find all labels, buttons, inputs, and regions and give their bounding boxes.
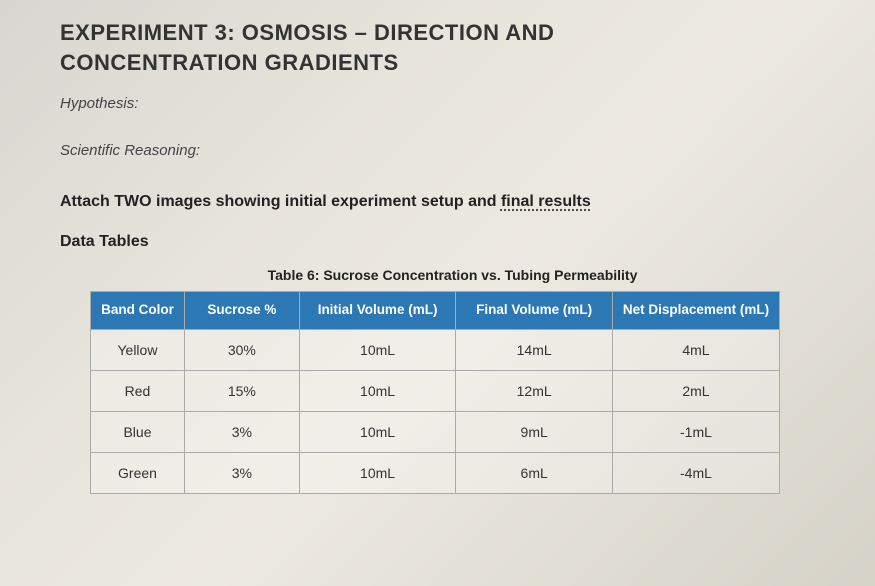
attach-text-prefix: Attach TWO images showing initial experi… bbox=[60, 193, 501, 210]
sucrose-table: Band Color Sucrose % Initial Volume (mL)… bbox=[90, 291, 780, 494]
cell-net: 4mL bbox=[612, 330, 779, 371]
table-row: Blue 3% 10mL 9mL -1mL bbox=[91, 412, 780, 453]
cell-final: 12mL bbox=[456, 371, 613, 412]
cell-net: 2mL bbox=[612, 371, 779, 412]
cell-sucrose: 3% bbox=[184, 412, 299, 453]
data-tables-heading: Data Tables bbox=[60, 233, 815, 251]
cell-sucrose: 15% bbox=[184, 371, 299, 412]
scientific-reasoning-label: Scientific Reasoning: bbox=[60, 142, 815, 159]
title-line-2: CONCENTRATION GRADIENTS bbox=[60, 50, 399, 75]
col-header-final: Final Volume (mL) bbox=[456, 292, 613, 330]
col-header-initial: Initial Volume (mL) bbox=[299, 292, 456, 330]
cell-initial: 10mL bbox=[299, 412, 456, 453]
title-line-1: EXPERIMENT 3: OSMOSIS – DIRECTION AND bbox=[60, 20, 554, 45]
cell-initial: 10mL bbox=[299, 330, 456, 371]
cell-initial: 10mL bbox=[299, 371, 456, 412]
col-header-sucrose: Sucrose % bbox=[184, 292, 299, 330]
cell-band: Yellow bbox=[91, 330, 185, 371]
col-header-net: Net Displacement (mL) bbox=[612, 292, 779, 330]
cell-final: 6mL bbox=[456, 453, 613, 494]
cell-initial: 10mL bbox=[299, 453, 456, 494]
table-row: Green 3% 10mL 6mL -4mL bbox=[91, 453, 780, 494]
cell-sucrose: 3% bbox=[184, 453, 299, 494]
cell-final: 9mL bbox=[456, 412, 613, 453]
cell-sucrose: 30% bbox=[184, 330, 299, 371]
table-row: Red 15% 10mL 12mL 2mL bbox=[91, 371, 780, 412]
cell-net: -1mL bbox=[612, 412, 779, 453]
attach-text-final: final results bbox=[501, 193, 591, 210]
cell-band: Green bbox=[91, 453, 185, 494]
cell-band: Blue bbox=[91, 412, 185, 453]
attach-instruction: Attach TWO images showing initial experi… bbox=[60, 193, 815, 211]
experiment-title: EXPERIMENT 3: OSMOSIS – DIRECTION AND CO… bbox=[60, 18, 815, 77]
cell-band: Red bbox=[91, 371, 185, 412]
col-header-band: Band Color bbox=[91, 292, 185, 330]
table-header-row: Band Color Sucrose % Initial Volume (mL)… bbox=[91, 292, 780, 330]
table-caption: Table 6: Sucrose Concentration vs. Tubin… bbox=[90, 267, 815, 283]
table-row: Yellow 30% 10mL 14mL 4mL bbox=[91, 330, 780, 371]
cell-net: -4mL bbox=[612, 453, 779, 494]
cell-final: 14mL bbox=[456, 330, 613, 371]
hypothesis-label: Hypothesis: bbox=[60, 95, 815, 112]
